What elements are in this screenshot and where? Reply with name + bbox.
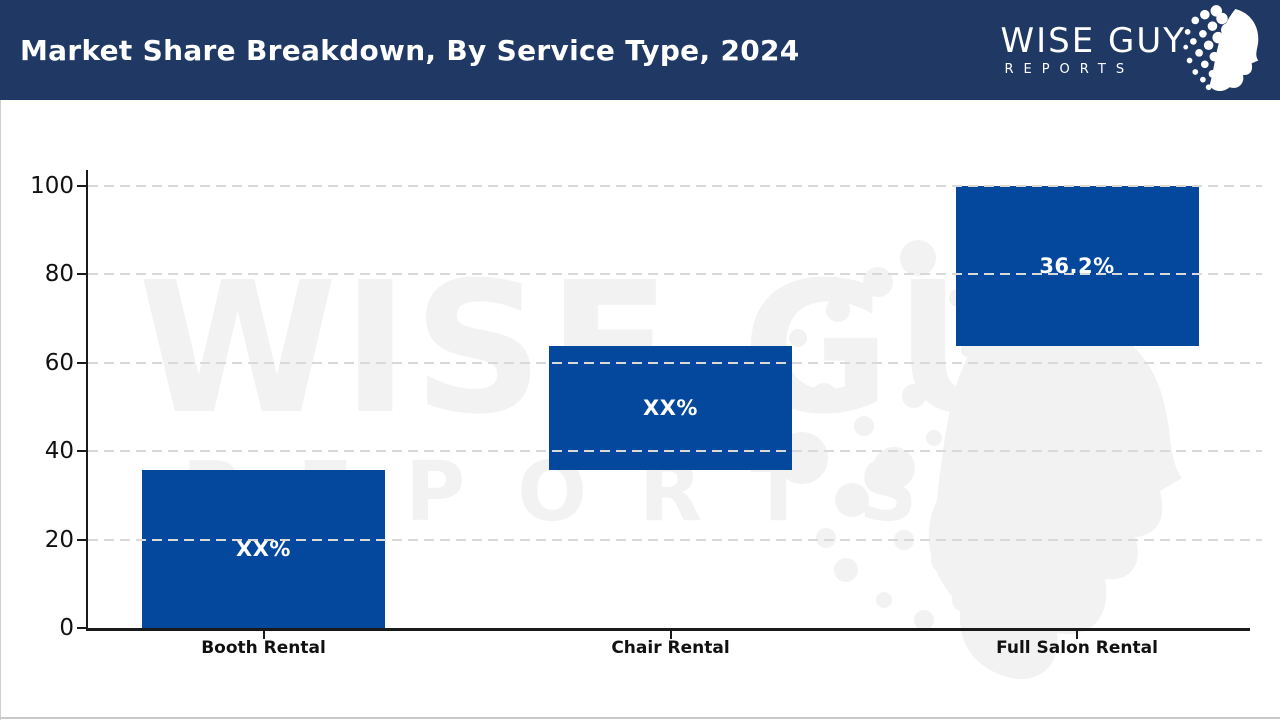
bottom-edge-divider [0,717,1280,719]
y-axis-line [86,170,88,630]
y-tick-60 [77,361,87,364]
wiseguy-logo: WISE GUY REPORTS [1000,4,1264,96]
bar-value-label: XX% [236,536,291,561]
x-tick-chair-rental [669,630,672,639]
x-tick-booth-rental [262,630,265,639]
gridline-40 [88,450,1262,453]
bar-full-salon-rental: 36.2% [955,186,1199,346]
y-tick-80 [77,273,87,276]
gridline-20 [88,538,1262,541]
x-category-label-chair-rental: Chair Rental [611,638,730,658]
y-tick-label-100: 100 [30,173,74,199]
gridline-80 [88,273,1262,276]
gridline-60 [88,361,1262,364]
chart-area: WISE GUY REPORTS [0,100,1280,720]
bar-value-label: XX% [643,395,698,420]
logo-text: WISE GUY REPORTS [1000,24,1186,77]
y-tick-label-20: 20 [44,526,74,553]
y-tick-label-40: 40 [44,438,74,465]
y-tick-label-0: 0 [59,615,74,641]
y-tick-100 [77,185,87,187]
plot: XX% XX% 36.2% 0 20 40 60 80 100 Booth Rental Chair… [0,100,1280,720]
logo-subtext: REPORTS [1004,61,1135,77]
logo-wordmark: WISE GUY [1000,20,1186,61]
x-axis-line [86,628,1250,631]
bar-chair-rental: XX% [549,346,792,470]
y-tick-0 [77,627,87,629]
header: Market Share Breakdown, By Service Type,… [0,0,1280,100]
gridline-100 [88,185,1262,187]
bar-booth-rental: XX% [142,469,385,628]
y-tick-label-80: 80 [44,261,74,288]
x-category-label-booth-rental: Booth Rental [201,638,326,658]
y-tick-40 [77,450,87,453]
page-title: Market Share Breakdown, By Service Type,… [20,33,800,67]
y-tick-label-60: 60 [44,349,74,376]
left-edge-divider [0,100,1,720]
y-tick-20 [77,538,87,541]
x-category-label-full-salon-rental: Full Salon Rental [996,638,1158,658]
logo-face-icon [1183,5,1259,91]
